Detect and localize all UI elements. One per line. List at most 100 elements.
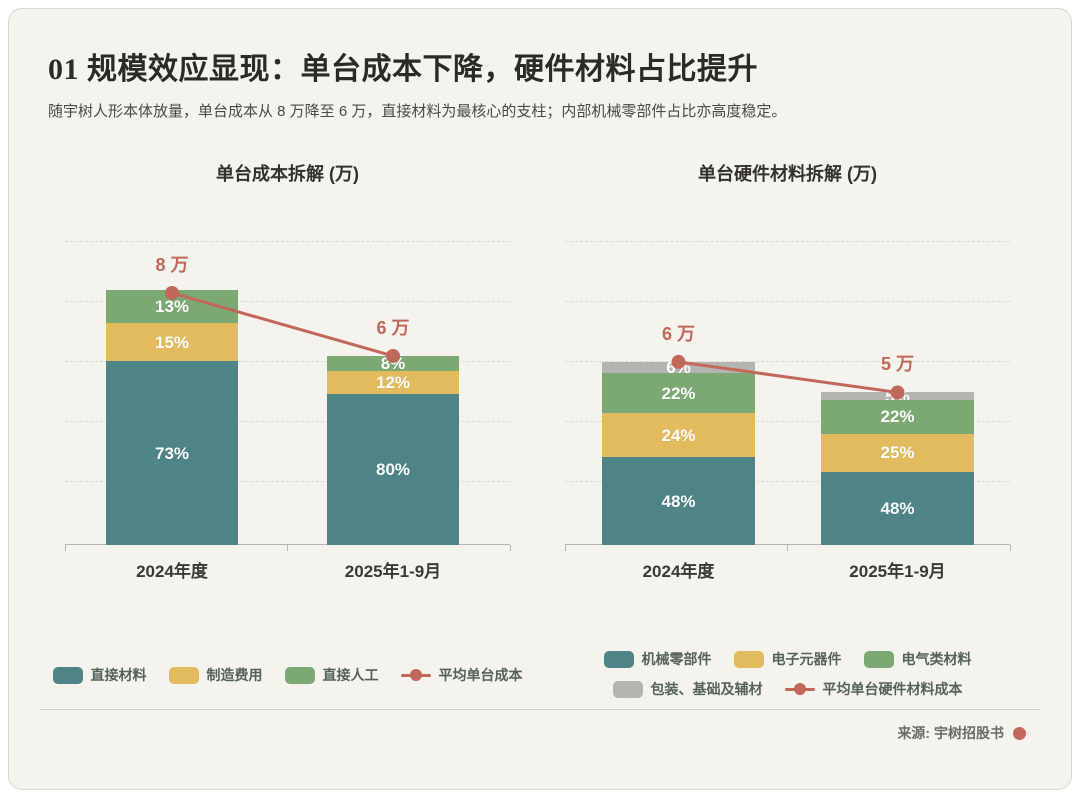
- segment-label: 13%: [154, 297, 190, 317]
- legend-item: 平均单台硬件材料成本: [784, 679, 963, 699]
- gridline: [565, 301, 1010, 302]
- segment-label: 15%: [154, 332, 190, 352]
- x-axis-tick: [64, 545, 66, 551]
- cost-chart-plot: 73% 15% 13% 2024年度 8 万 80% 12% 8% 2025年1-9月 6 万: [64, 235, 511, 581]
- gridline: [565, 241, 1010, 242]
- x-axis-tick: [509, 545, 511, 551]
- legend-item: 包装、基础及辅材: [612, 679, 763, 699]
- trend-line-legend-icon: [400, 667, 431, 684]
- legend-label: 平均单台成本: [438, 667, 523, 683]
- bar-segment: 24%: [602, 413, 755, 458]
- gridline: [65, 421, 510, 422]
- gridline: [565, 481, 1010, 482]
- segment-label: 25%: [880, 443, 915, 463]
- x-axis-tick: [287, 545, 288, 551]
- source-dot: [1013, 726, 1026, 740]
- segment-label: 12%: [375, 372, 411, 392]
- data-point: [386, 348, 400, 363]
- chart-title-cost: 单台成本拆解 (万): [216, 164, 359, 184]
- legend-row: 包装、基础及辅材 平均单台硬件材料成本: [565, 678, 1010, 700]
- chart-title-hardware: 单台硬件材料拆解 (万): [698, 164, 877, 184]
- data-point: [165, 285, 179, 300]
- segment-label: 24%: [661, 425, 696, 445]
- x-axis-tick: [1009, 545, 1011, 551]
- segment-label: 73%: [154, 443, 190, 463]
- source-note: 来源: 宇树招股书: [897, 723, 1026, 743]
- stacked-bar: 80% 12% 8%: [327, 355, 459, 545]
- legend-item: 平均单台成本: [400, 665, 523, 685]
- bar-segment: 80%: [327, 393, 459, 545]
- legend-row: 直接材料 制造费用 直接人工 平均单台成本: [52, 664, 523, 686]
- x-axis-label: 2024年度: [642, 562, 715, 581]
- legend-item: 电子元器件: [733, 649, 842, 669]
- gridline: [65, 241, 510, 242]
- bar-segment: 48%: [602, 457, 755, 545]
- gridline: [65, 361, 510, 362]
- legend-label: 机械零部件: [641, 651, 712, 667]
- segment-label: 48%: [661, 491, 696, 511]
- stacked-bar: 48%24%22%6%: [602, 359, 755, 545]
- legend-item: 直接材料: [52, 665, 147, 685]
- legend-label: 制造费用: [206, 667, 263, 683]
- legend-label: 电气类材料: [901, 651, 972, 667]
- bar-segment: 12%: [327, 371, 459, 394]
- trend-line-segment: [678, 360, 898, 394]
- x-axis-line: [65, 544, 510, 545]
- bar-segment: 48%: [821, 471, 974, 545]
- total-label: 5 万: [880, 354, 914, 375]
- data-point: [890, 385, 905, 400]
- stacked-bar: 73% 15% 13%: [106, 290, 238, 545]
- bar-segment: 25%: [821, 433, 974, 472]
- legend-item: 制造费用: [168, 665, 263, 685]
- trend-line: [671, 354, 905, 400]
- gridline: [565, 421, 1010, 422]
- legend-label: 电子元器件: [771, 651, 842, 667]
- total-label: 6 万: [376, 317, 410, 338]
- legend-item: 机械零部件: [603, 649, 712, 669]
- legend-swatch: [863, 650, 894, 668]
- page-subtitle: 随宇树人形本体放量，单台成本从 8 万降至 6 万，直接材料为最核心的支柱；内部…: [48, 103, 787, 120]
- bar-segment: 73%: [106, 361, 238, 545]
- trend-line-legend-icon: [784, 681, 815, 698]
- total-label: 6 万: [661, 323, 695, 344]
- gridline: [565, 361, 1010, 362]
- gridline: [65, 481, 510, 482]
- total-label: 8 万: [155, 254, 189, 275]
- footer-divider: [40, 709, 1040, 710]
- trend-line: [165, 285, 400, 363]
- segment-label: 48%: [880, 498, 915, 518]
- legend-swatch: [284, 666, 315, 684]
- legend-swatch: [612, 680, 643, 698]
- gridline: [65, 301, 510, 302]
- bar-segment: 22%: [602, 372, 755, 414]
- x-axis-line: [565, 544, 1010, 545]
- trend-line-dot: [793, 682, 806, 695]
- legend-swatch: [168, 666, 199, 684]
- page-title: 01 规模效应显现：单台成本下降，硬件材料占比提升: [48, 53, 758, 86]
- x-axis-label: 2025年1-9月: [849, 562, 946, 581]
- source-text: 来源: 宇树招股书: [897, 725, 1004, 741]
- legend-label: 直接人工: [322, 667, 379, 683]
- bar-segment: 15%: [106, 323, 238, 362]
- trend-line-dot: [409, 668, 422, 681]
- legend-label: 平均单台硬件材料成本: [822, 681, 963, 697]
- x-axis-label: 2024年度: [136, 562, 208, 581]
- legend-label: 包装、基础及辅材: [650, 681, 763, 697]
- legend-swatch: [733, 650, 764, 668]
- trend-line-segment: [171, 291, 394, 358]
- data-point: [671, 354, 686, 369]
- segment-label: 22%: [880, 407, 915, 427]
- legend-item: 直接人工: [284, 665, 379, 685]
- legend-label: 直接材料: [90, 667, 147, 683]
- segment-label: 22%: [661, 383, 696, 403]
- segment-label: 80%: [375, 459, 411, 479]
- x-axis-tick: [787, 545, 788, 551]
- x-axis-label: 2025年1-9月: [344, 562, 442, 581]
- x-axis-tick: [564, 545, 566, 551]
- legend-row: 机械零部件 电子元器件 电气类材料: [565, 648, 1010, 670]
- legend-item: 电气类材料: [863, 649, 972, 669]
- legend-swatch: [603, 650, 634, 668]
- bar-segment: 22%: [821, 400, 974, 434]
